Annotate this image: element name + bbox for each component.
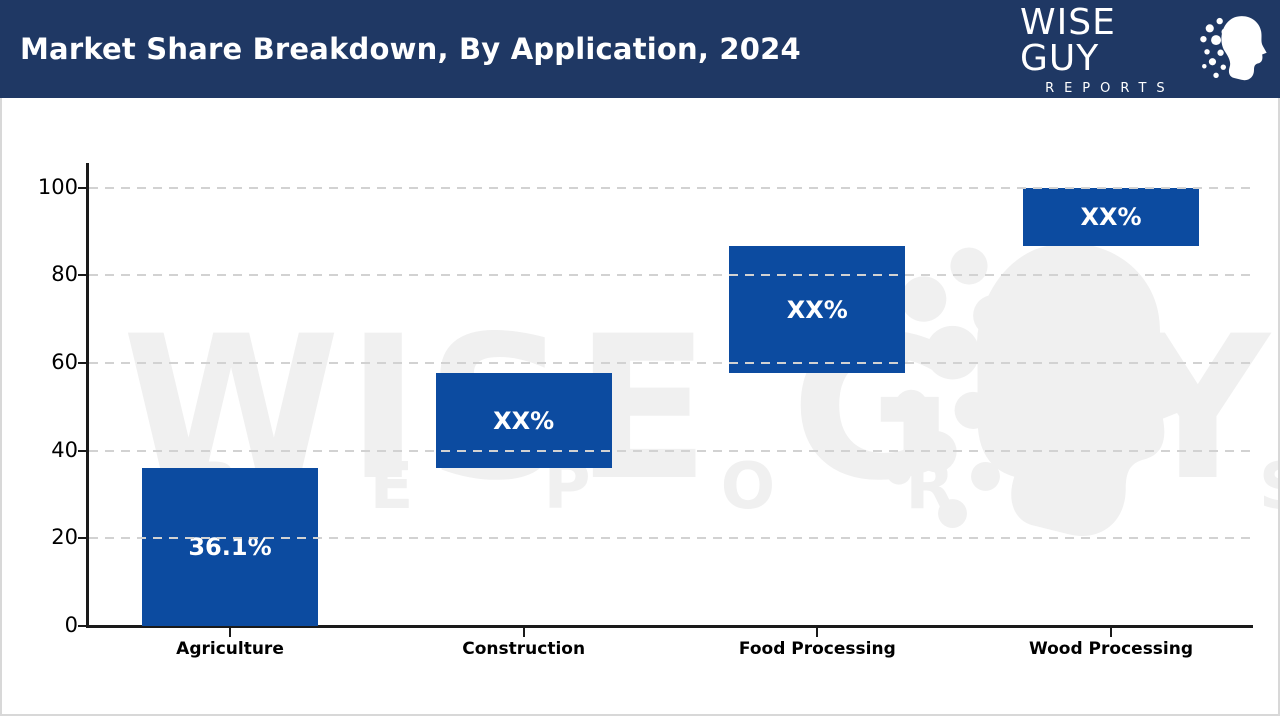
bar-value-label: XX% (786, 295, 848, 324)
bar-wood-processing: XX% (1023, 187, 1199, 247)
y-tick-label-100: 100 (37, 174, 78, 199)
x-tick-mark (522, 628, 525, 637)
content-frame (0, 98, 1280, 716)
y-tick-mark (78, 537, 86, 540)
y-axis-line (86, 163, 89, 628)
y-tick-label-40: 40 (51, 437, 78, 462)
header-bar: Market Share Breakdown, By Application, … (0, 0, 1280, 98)
bar-value-label: XX% (493, 406, 555, 435)
y-tick-label-20: 20 (51, 525, 78, 550)
x-tick-mark (1110, 628, 1112, 637)
x-category-label-food-processing: Food Processing (738, 639, 896, 659)
x-axis-line (86, 625, 1253, 628)
x-tick-mark (816, 628, 819, 637)
brand-name: WISE GUY (1020, 1, 1116, 79)
brand-subname: REPORTS (1045, 80, 1175, 96)
bar-food-processing: XX% (729, 246, 906, 374)
y-tick-label-80: 80 (51, 262, 78, 287)
y-tick-mark (78, 361, 86, 364)
y-tick-mark (78, 186, 86, 189)
gridline-80 (89, 274, 1253, 277)
bar-agriculture: 36.1% (142, 467, 318, 626)
x-category-label-construction: Construction (462, 639, 586, 659)
page-title: Market Share Breakdown, By Application, … (20, 32, 801, 66)
x-category-label-agriculture: Agriculture (176, 639, 284, 659)
brand-logo: WISE GUY REPORTS (1020, 4, 1270, 96)
brand-dotted-head-icon (1199, 16, 1267, 81)
y-tick-mark (78, 449, 86, 452)
gridline-100 (89, 186, 1253, 189)
x-category-label-wood-processing: Wood Processing (1028, 639, 1194, 659)
x-tick-mark (229, 628, 231, 637)
y-tick-label-0: 0 (64, 613, 78, 637)
gridline-40 (89, 449, 1253, 452)
bar-value-label: XX% (1080, 202, 1142, 231)
gridline-20 (89, 537, 1253, 540)
y-tick-label-60: 60 (51, 349, 78, 374)
y-tick-mark (78, 274, 86, 277)
bar-construction: XX% (435, 373, 612, 468)
gridline-60 (89, 361, 1253, 364)
brand-logo-text: WISE GUY REPORTS (1020, 1, 1194, 96)
y-tick-mark (78, 625, 86, 627)
